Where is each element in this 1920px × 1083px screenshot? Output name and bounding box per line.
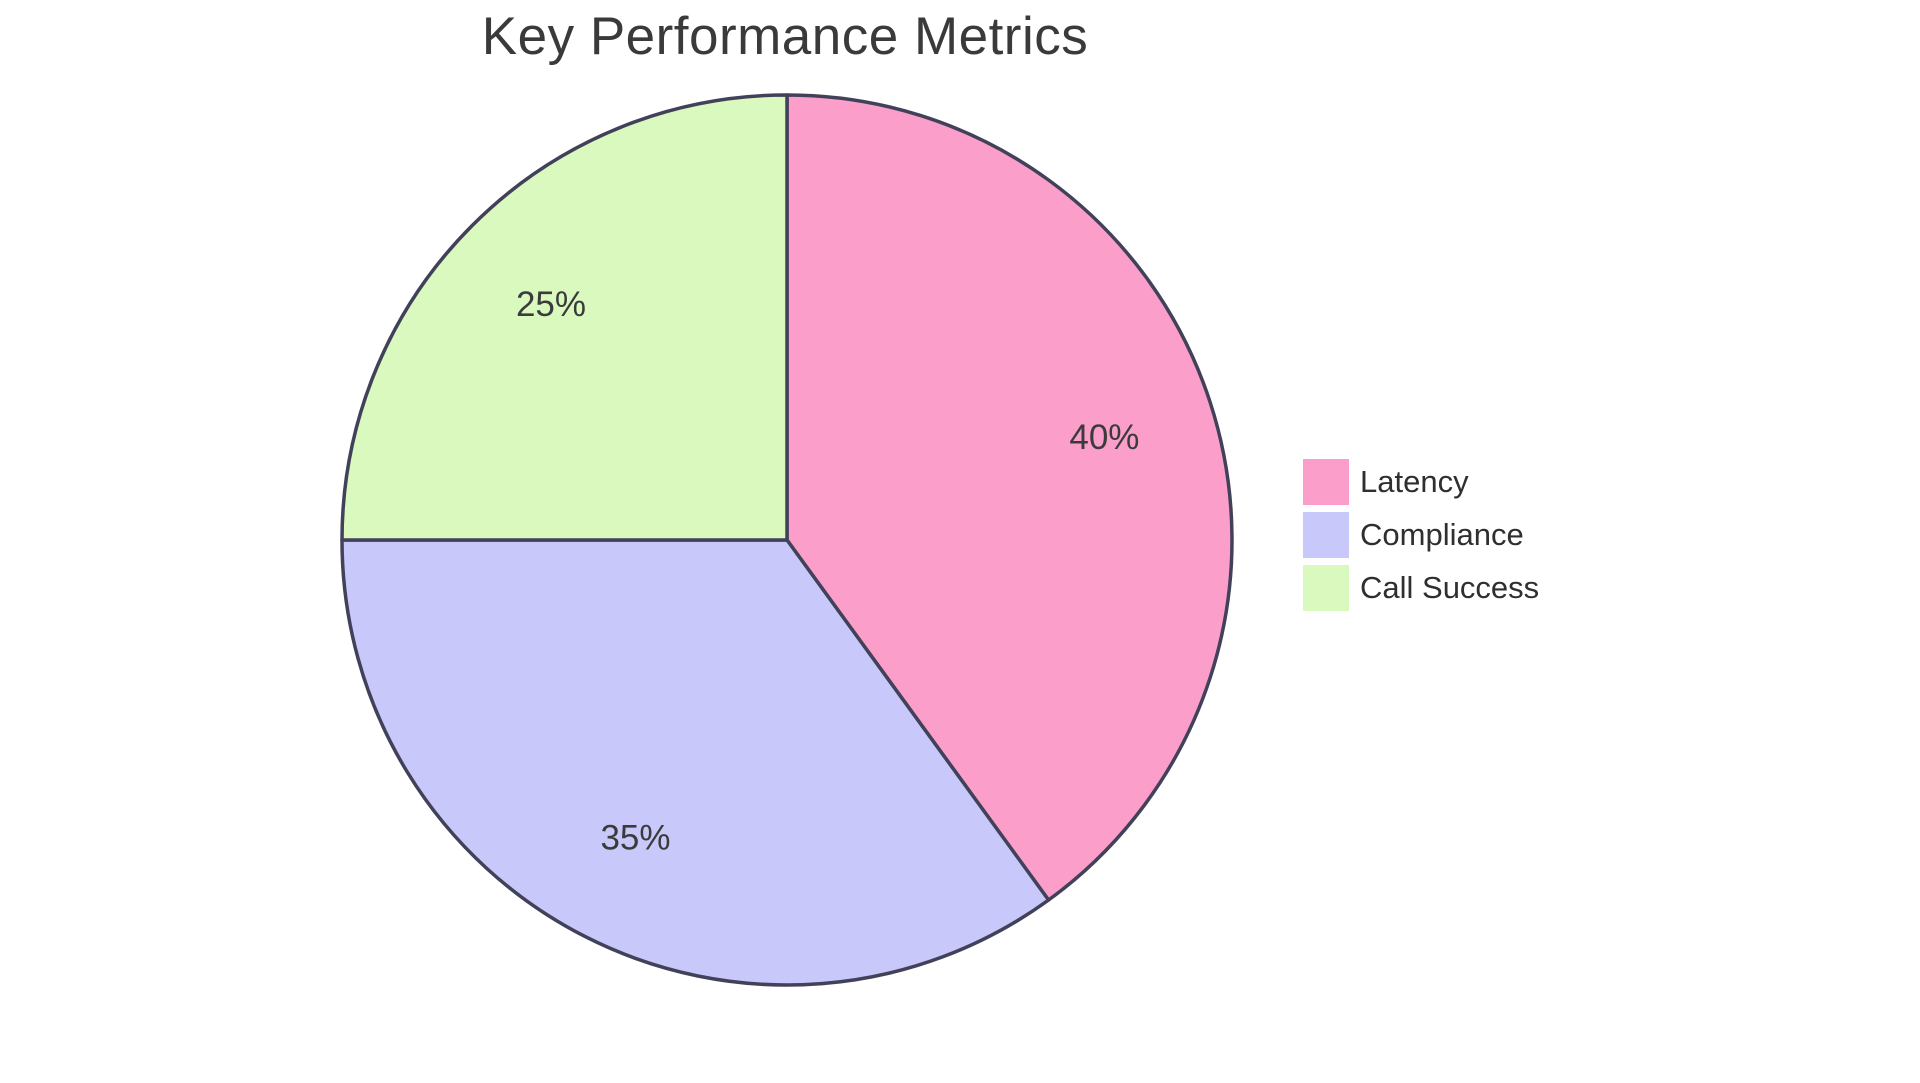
slice-percent-label-call-success: 25% — [516, 285, 586, 324]
legend: Latency Compliance Call Success — [1303, 459, 1539, 618]
slice-percent-label-compliance: 35% — [600, 818, 670, 857]
pie-slice-compliance[interactable] — [340, 538, 1051, 987]
legend-item-call-success[interactable]: Call Success — [1303, 565, 1539, 611]
legend-item-latency[interactable]: Latency — [1303, 459, 1539, 505]
legend-label-latency: Latency — [1360, 464, 1469, 500]
pie-slice-latency[interactable] — [785, 93, 1234, 902]
legend-item-compliance[interactable]: Compliance — [1303, 512, 1539, 558]
legend-swatch-compliance — [1303, 512, 1349, 558]
legend-swatch-call-success — [1303, 565, 1349, 611]
slice-percent-label-latency: 40% — [1069, 418, 1139, 457]
pie-slice-call-success[interactable] — [340, 93, 789, 542]
legend-label-call-success: Call Success — [1360, 570, 1540, 606]
legend-label-compliance: Compliance — [1360, 517, 1524, 553]
legend-swatch-latency — [1303, 459, 1349, 505]
chart-title: Key Performance Metrics — [481, 7, 1089, 66]
